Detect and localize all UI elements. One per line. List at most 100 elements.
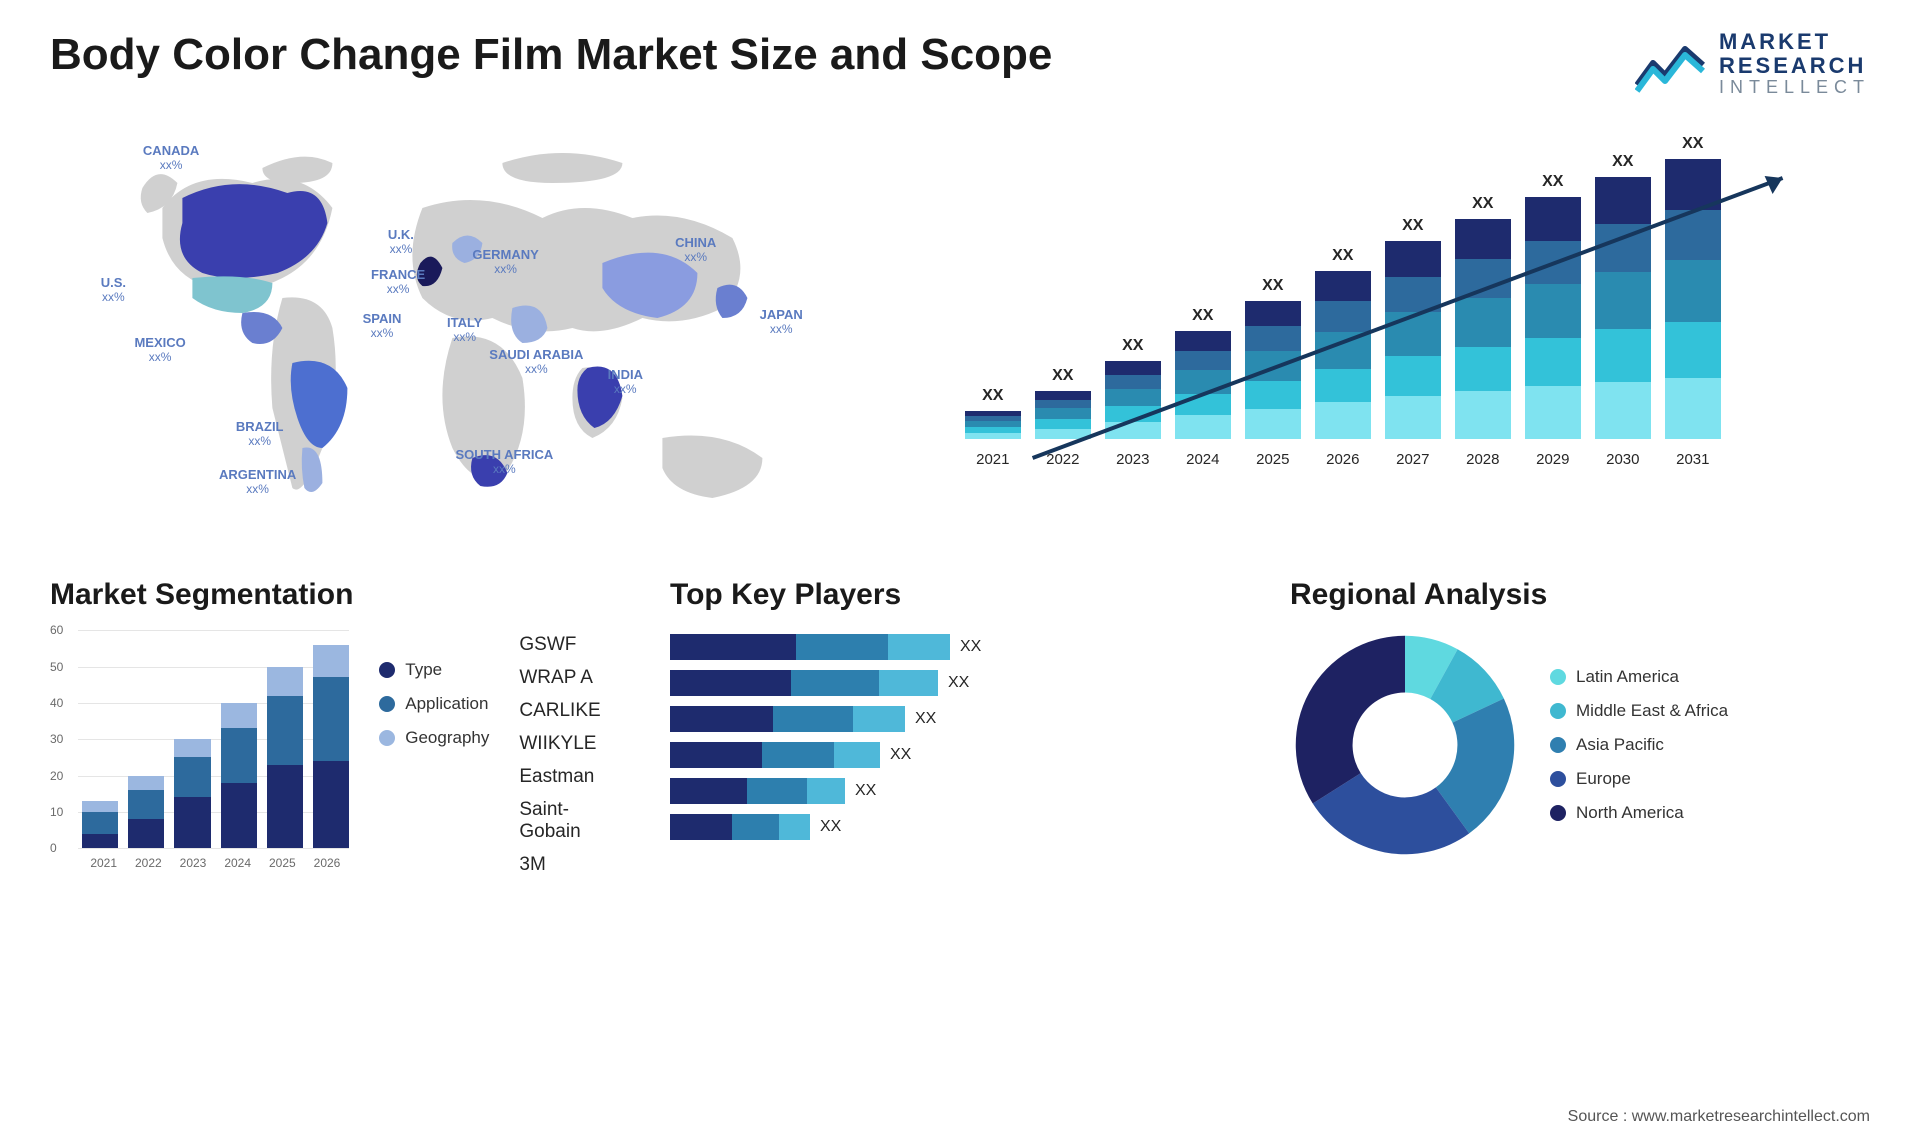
legend-item: Europe [1550,769,1728,789]
growth-bar: XX2026 [1315,247,1371,468]
legend-label: Latin America [1576,667,1679,687]
legend-label: Asia Pacific [1576,735,1664,755]
growth-bar: XX 2029 [1525,173,1581,468]
legend-label: Geography [405,728,489,748]
growth-bar-year: 2021 [976,451,1009,468]
legend-dot-icon [379,730,395,746]
growth-bar-value: XX [1262,277,1283,295]
seg-year: 2021 [90,856,117,870]
world-map-panel: CANADAxx%U.S.xx%MEXICOxx%BRAZILxx%ARGENT… [50,128,895,528]
key-player-bar: XX [670,778,1250,804]
seg-year: 2024 [224,856,251,870]
player-name: WIIKYLE [519,733,630,755]
legend-dot-icon [1550,669,1566,685]
regional-title: Regional Analysis [1290,578,1870,612]
seg-bar [128,776,164,849]
growth-bar-year: 2028 [1466,451,1499,468]
key-players-chart: XX XX XX XX XX XX [670,630,1250,840]
growth-bar: XX2024 [1175,307,1231,468]
key-player-value: XX [948,674,969,692]
legend-dot-icon [1550,805,1566,821]
map-label: INDIAxx% [608,368,643,397]
key-players-title: Top Key Players [670,578,1250,612]
key-player-bar: XX [670,634,1250,660]
growth-bar-year: 2024 [1186,451,1219,468]
legend-item: Middle East & Africa [1550,701,1728,721]
growth-bar-value: XX [1332,247,1353,265]
map-label: CHINAxx% [675,236,716,265]
player-name: 3M [519,854,630,876]
key-player-value: XX [915,710,936,728]
legend-label: Europe [1576,769,1631,789]
seg-bar [267,667,303,849]
legend-dot-icon [1550,703,1566,719]
seg-ytick: 0 [50,841,57,855]
segmentation-panel: Market Segmentation 01020304050602021202… [50,578,630,876]
logo-mark-icon [1635,35,1705,93]
growth-bar-year: 2027 [1396,451,1429,468]
regional-legend: Latin America Middle East & Africa Asia Pa… [1550,667,1728,823]
growth-bar: XX2022 [1035,367,1091,468]
map-label: SPAINxx% [363,312,402,341]
seg-ytick: 40 [50,696,63,710]
legend-dot-icon [379,662,395,678]
growth-bar-value: XX [1612,153,1633,171]
donut-slice [1296,636,1405,804]
map-label: MEXICOxx% [134,336,185,365]
legend-item: Asia Pacific [1550,735,1728,755]
legend-item: North America [1550,803,1728,823]
seg-year: 2025 [269,856,296,870]
growth-bar-year: 2025 [1256,451,1289,468]
players-list: GSWFWRAP ACARLIKEWIIKYLEEastmanSaint-Gob… [519,630,630,876]
map-label: U.S.xx% [101,276,126,305]
growth-bar: XX 2025 [1245,277,1301,468]
legend-item: Application [379,694,489,714]
growth-bar: XX 2021 [965,387,1021,468]
growth-bar: XX 2027 [1385,217,1441,468]
seg-year: 2026 [314,856,341,870]
regional-panel: Regional Analysis Latin America Middle Ea… [1290,578,1870,876]
seg-ytick: 30 [50,732,63,746]
seg-ytick: 10 [50,805,63,819]
map-label: BRAZILxx% [236,420,284,449]
seg-bar [174,739,210,848]
player-name: Saint-Gobain [519,799,630,843]
key-player-value: XX [960,638,981,656]
map-label: SOUTH AFRICAxx% [456,448,554,477]
legend-dot-icon [1550,771,1566,787]
logo-line-1: MARKET [1719,30,1870,54]
growth-bar-value: XX [1122,337,1143,355]
growth-bar: XX 2030 [1595,153,1651,468]
legend-dot-icon [379,696,395,712]
map-label: CANADAxx% [143,144,199,173]
seg-bar [313,645,349,848]
key-player-bar: XX [670,670,1250,696]
player-name: Eastman [519,766,630,788]
legend-label: Middle East & Africa [1576,701,1728,721]
map-label: GERMANYxx% [472,248,538,277]
logo-line-2: RESEARCH [1719,54,1870,78]
map-label: U.K.xx% [388,228,414,257]
key-player-value: XX [855,782,876,800]
page-title: Body Color Change Film Market Size and S… [50,30,1052,80]
growth-bar-value: XX [1542,173,1563,191]
growth-bar-value: XX [1402,217,1423,235]
growth-bar-year: 2022 [1046,451,1079,468]
growth-bar-value: XX [1682,135,1703,153]
legend-item: Type [379,660,489,680]
growth-bar-year: 2029 [1536,451,1569,468]
key-player-bar: XX [670,742,1250,768]
legend-dot-icon [1550,737,1566,753]
seg-year: 2023 [180,856,207,870]
player-name: GSWF [519,634,630,656]
growth-bar-value: XX [982,387,1003,405]
segmentation-title: Market Segmentation [50,578,630,612]
player-name: WRAP A [519,667,630,689]
growth-bar-year: 2030 [1606,451,1639,468]
map-label: FRANCExx% [371,268,425,297]
map-label: SAUDI ARABIAxx% [489,348,583,377]
seg-bar [82,801,118,848]
legend-label: Type [405,660,442,680]
key-player-value: XX [820,818,841,836]
growth-bar-value: XX [1472,195,1493,213]
